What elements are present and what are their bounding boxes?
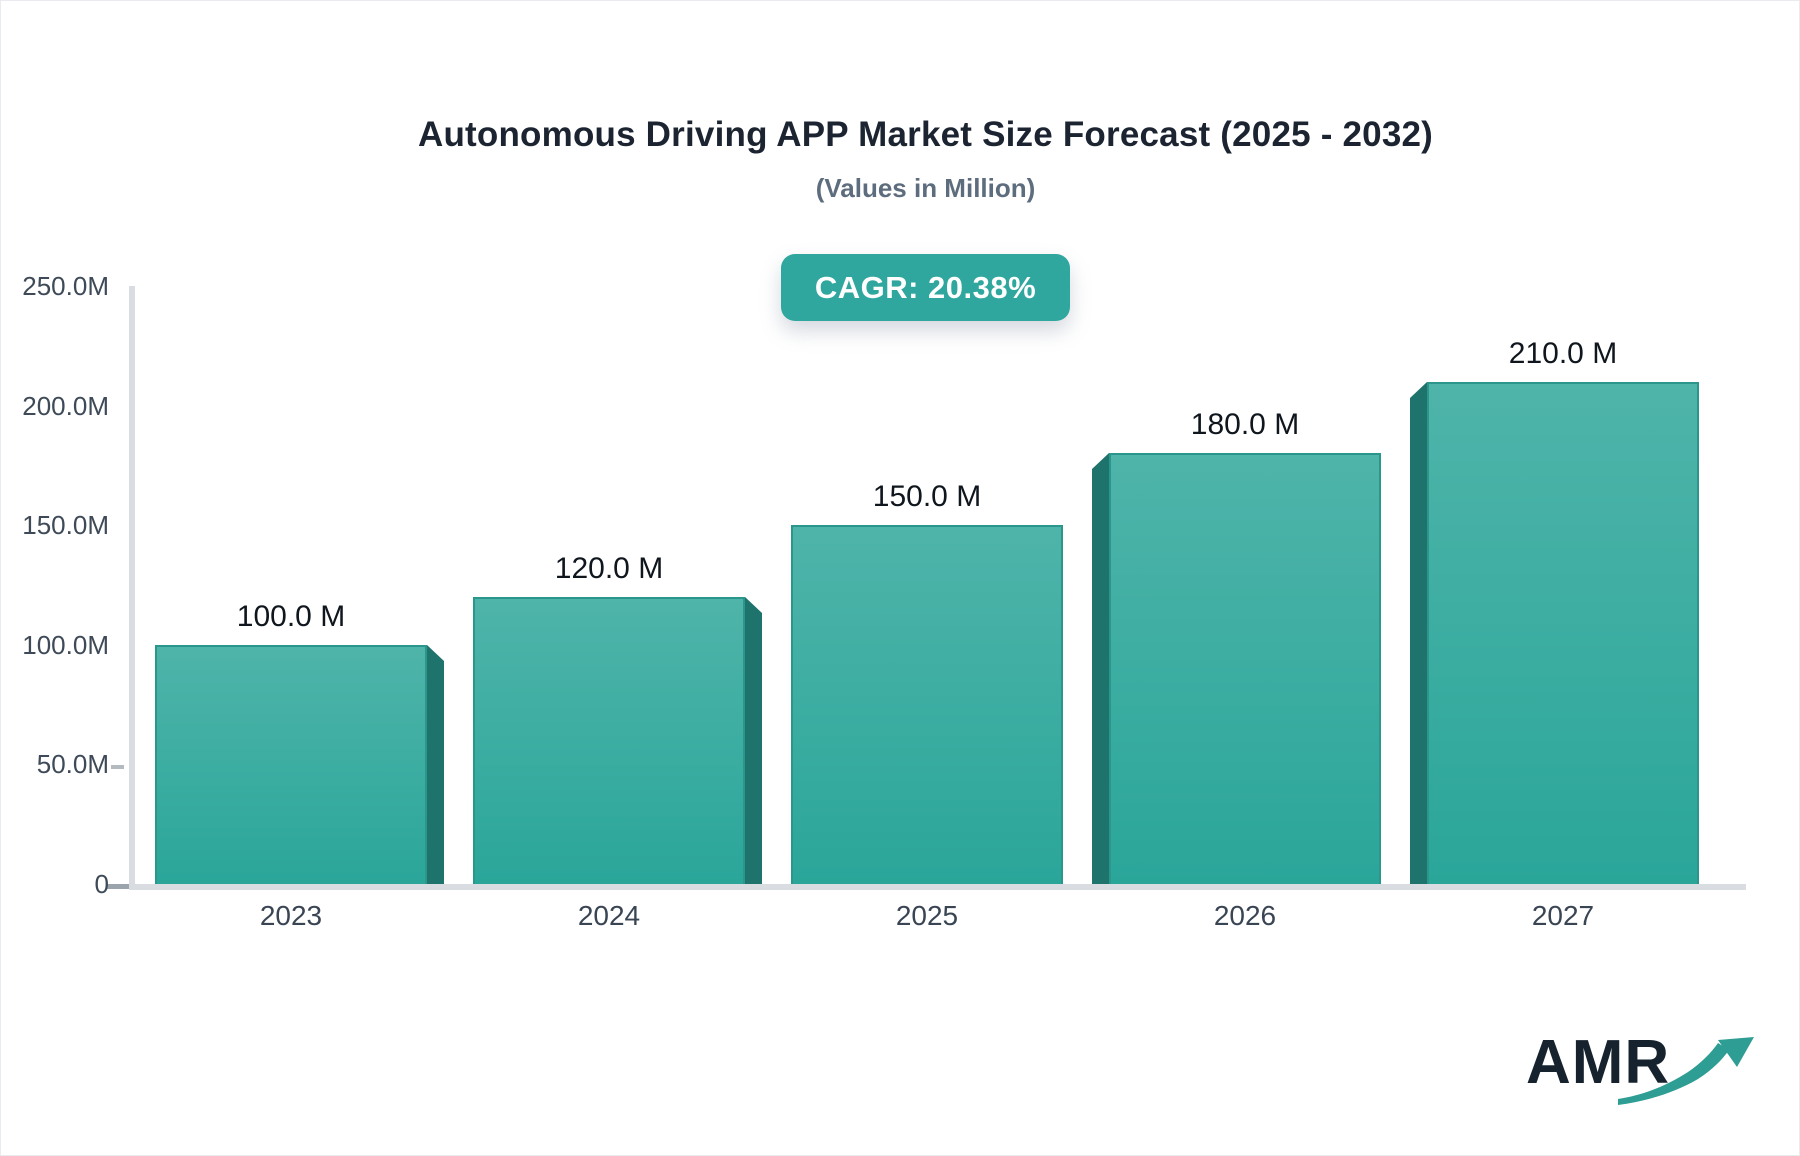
- bar-3d-side: [1092, 453, 1109, 884]
- bar-3d-side: [745, 597, 762, 884]
- y-tick-mark-50m: [111, 765, 124, 769]
- bar-3d-side: [1410, 382, 1427, 884]
- logo-arrow-icon: [1618, 1037, 1754, 1105]
- x-axis-tick-label: 2027: [1531, 900, 1595, 931]
- x-axis-tick-label: 2025: [895, 900, 959, 931]
- bar-2024: [473, 597, 745, 884]
- x-axis-line: [129, 884, 1746, 890]
- chart-subtitle: (Values in Million): [815, 173, 1036, 203]
- y-axis-tick-label: 200.0M: [22, 390, 109, 421]
- bar-value-label: 100.0 M: [236, 600, 346, 633]
- y-axis-tick-label: 150.0M: [22, 510, 109, 541]
- bar-2023: [155, 645, 427, 884]
- y-axis-tick-label: 100.0M: [22, 629, 109, 660]
- bar-value-label: 120.0 M: [554, 552, 664, 585]
- cagr-badge-wrap: CAGR: 20.38%: [129, 254, 1722, 321]
- x-axis-tick-label: 2023: [259, 900, 323, 931]
- bar-3d-side: [427, 645, 444, 884]
- bar-2027: [1427, 382, 1699, 884]
- chart-title: Autonomous Driving APP Market Size Forec…: [417, 115, 1434, 154]
- bar-2026: [1109, 453, 1381, 884]
- y-tick-mark-zero: [107, 884, 129, 889]
- bar-value-label: 180.0 M: [1190, 408, 1300, 441]
- x-axis-tick-label: 2024: [577, 900, 641, 931]
- x-axis-tick-label: 2026: [1213, 900, 1277, 931]
- y-axis-tick-label: 50.0M: [36, 749, 109, 780]
- bar-2025: [791, 525, 1063, 884]
- amr-logo: AMR: [1526, 1031, 1766, 1117]
- y-axis-line: [129, 286, 135, 890]
- y-axis-tick-label: 0: [94, 869, 109, 899]
- y-axis-tick-label: 250.0M: [22, 271, 109, 301]
- bar-value-label: 210.0 M: [1508, 337, 1618, 370]
- logo-text: AMR: [1526, 1028, 1671, 1097]
- cagr-badge: CAGR: 20.38%: [780, 254, 1071, 321]
- bar-value-label: 150.0 M: [872, 480, 982, 513]
